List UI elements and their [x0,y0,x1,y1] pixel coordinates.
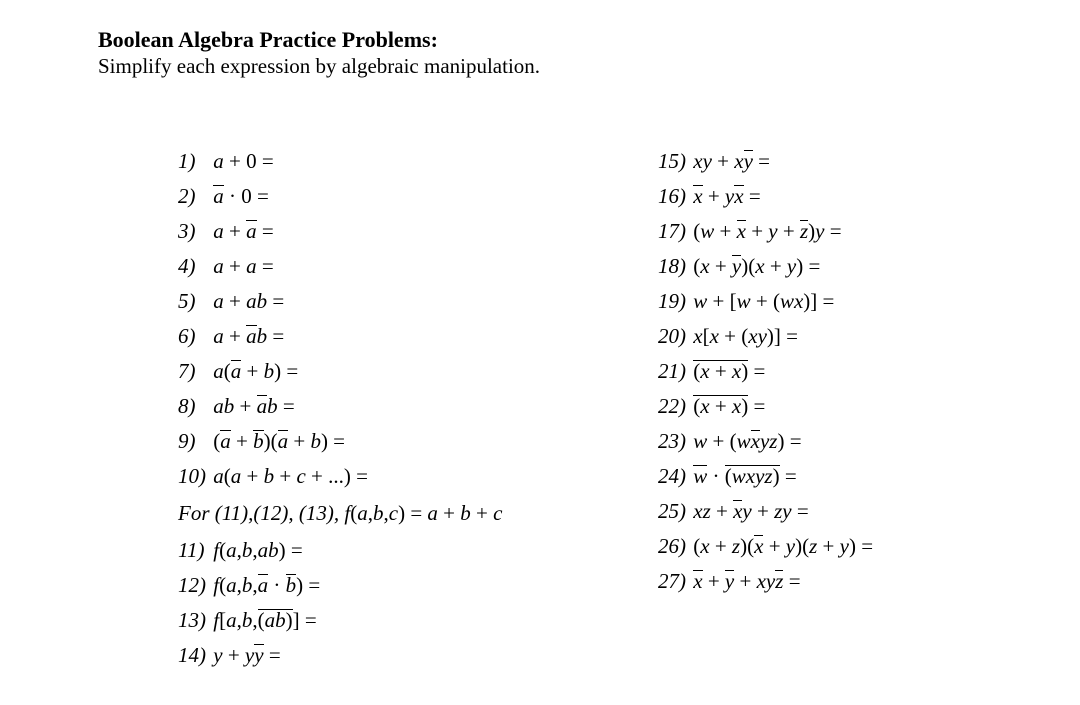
problem-number: 19) [658,291,688,312]
problem-number: 21) [658,361,688,382]
problem-number: 24) [658,466,688,487]
problem-item: 24) w · (wxyz) = [658,466,1078,487]
problem-number: 18) [658,256,688,277]
problem-expression: y + yy = [208,643,281,667]
problem-expression: x + y + xyz = [688,569,801,593]
problem-number: 9) [178,431,208,452]
problem-item: 22) (x + x) = [658,396,1078,417]
problem-number: 26) [658,536,688,557]
problem-expression: a + a = [208,219,274,243]
problem-item: 13) f[a,b,(ab)] = [178,610,658,631]
worksheet-page: Boolean Algebra Practice Problems: Simpl… [0,0,1080,680]
problem-expression: w + [w + (wx)] = [688,289,834,313]
problem-item: 1) a + 0 = [178,151,658,172]
problem-number: 4) [178,256,208,277]
problem-item: 10) a(a + b + c + ...) = [178,466,658,487]
problem-number: 17) [658,221,688,242]
page-title: Boolean Algebra Practice Problems: [98,28,1080,52]
problem-expression: (x + x) = [688,359,765,383]
problem-expression: a + ab = [208,324,284,348]
problem-number: 2) [178,186,208,207]
problem-expression: a(a + b + c + ...) = [208,464,368,488]
note-prefix: For (11),(12), (13), [178,501,344,525]
problem-item: 15) xy + xy = [658,151,1078,172]
problem-number: 13) [178,610,208,631]
problem-expression: (a + b)(a + b) = [208,429,345,453]
problem-number: 3) [178,221,208,242]
problem-item: 16) x + yx = [658,186,1078,207]
problem-item: 12) f(a,b,a · b) = [178,575,658,596]
problem-expression: (x + y)(x + y) = [688,254,820,278]
problem-expression: (x + z)(x + y)(z + y) = [688,534,873,558]
function-definition-note: For (11),(12), (13), f(a,b,c) = a + b + … [178,501,658,526]
problem-item: 4) a + a = [178,256,658,277]
problem-item: 21) (x + x) = [658,361,1078,382]
problem-number: 6) [178,326,208,347]
problem-expression: w · (wxyz) = [688,464,797,488]
problem-expression: a + ab = [208,289,284,313]
problem-expression: a + a = [208,254,274,278]
problem-item: 17) (w + x + y + z)y = [658,221,1078,242]
problem-expression: x[x + (xy)] = [688,324,798,348]
problem-number: 20) [658,326,688,347]
problem-item: 7) a(a + b) = [178,361,658,382]
problem-number: 22) [658,396,688,417]
problem-item: 27) x + y + xyz = [658,571,1078,592]
problem-item: 18) (x + y)(x + y) = [658,256,1078,277]
problem-expression: a(a + b) = [208,359,298,383]
problem-item: 2) a · 0 = [178,186,658,207]
problem-expression: xz + xy + zy = [688,499,809,523]
problem-item: 14) y + yy = [178,645,658,666]
problem-expression: f(a,b,ab) = [208,538,303,562]
problem-item: 23) w + (wxyz) = [658,431,1078,452]
problem-item: 25) xz + xy + zy = [658,501,1078,522]
problem-expression: (w + x + y + z)y = [688,219,842,243]
note-expression: f(a,b,c) = a + b + c [344,501,502,525]
problem-number: 15) [658,151,688,172]
problem-item: 8) ab + ab = [178,396,658,417]
problem-expression: f(a,b,a · b) = [208,573,320,597]
problem-expression: x + yx = [688,184,761,208]
problem-expression: xy + xy = [688,149,770,173]
problem-item: 9) (a + b)(a + b) = [178,431,658,452]
problem-number: 16) [658,186,688,207]
problem-number: 12) [178,575,208,596]
problem-number: 5) [178,291,208,312]
problem-number: 27) [658,571,688,592]
problem-item: 20) x[x + (xy)] = [658,326,1078,347]
problem-number: 8) [178,396,208,417]
problem-columns: 1) a + 0 =2) a · 0 =3) a + a =4) a + a =… [98,151,1080,680]
left-column: 1) a + 0 =2) a · 0 =3) a + a =4) a + a =… [178,151,658,680]
problem-number: 23) [658,431,688,452]
problem-item: 11) f(a,b,ab) = [178,540,658,561]
problem-number: 7) [178,361,208,382]
problem-expression: f[a,b,(ab)] = [208,608,317,632]
problem-number: 14) [178,645,208,666]
problem-item: 3) a + a = [178,221,658,242]
problem-expression: ab + ab = [208,394,295,418]
problem-item: 6) a + ab = [178,326,658,347]
page-subtitle: Simplify each expression by algebraic ma… [98,54,1080,79]
problem-item: 5) a + ab = [178,291,658,312]
problem-number: 10) [178,466,208,487]
problem-expression: (x + x) = [688,394,765,418]
problem-expression: a · 0 = [208,184,269,208]
problem-number: 25) [658,501,688,522]
problem-number: 1) [178,151,208,172]
problem-expression: w + (wxyz) = [688,429,802,453]
right-column: 15) xy + xy =16) x + yx =17) (w + x + y … [658,151,1078,680]
problem-item: 19) w + [w + (wx)] = [658,291,1078,312]
problem-item: 26) (x + z)(x + y)(z + y) = [658,536,1078,557]
problem-expression: a + 0 = [208,149,274,173]
problem-number: 11) [178,540,208,561]
